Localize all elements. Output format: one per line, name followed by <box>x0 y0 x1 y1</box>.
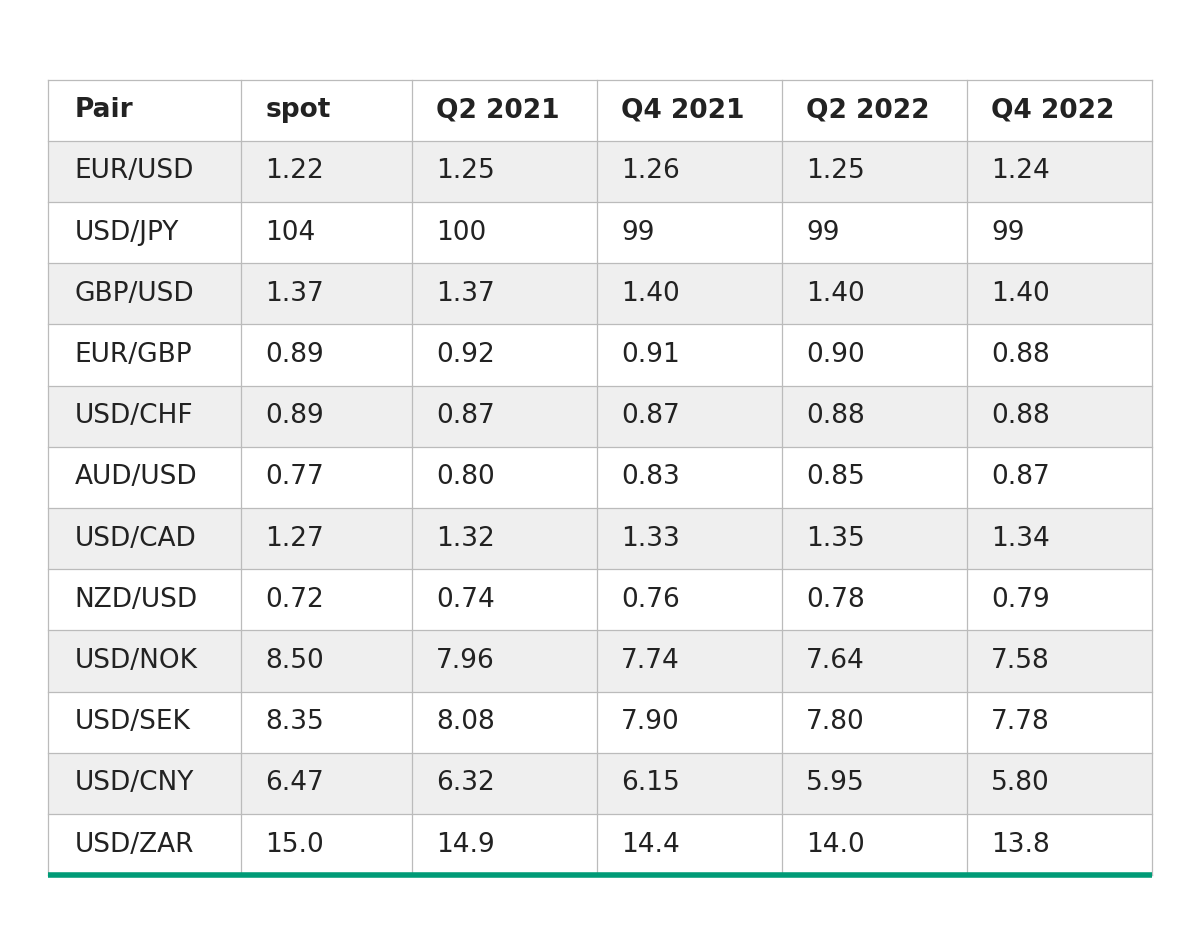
Text: USD/SEK: USD/SEK <box>74 709 191 735</box>
Text: 0.76: 0.76 <box>622 587 680 613</box>
Text: 0.72: 0.72 <box>265 587 324 613</box>
Text: 5.80: 5.80 <box>991 770 1050 797</box>
Text: 1.25: 1.25 <box>437 158 496 184</box>
Text: 99: 99 <box>991 220 1025 245</box>
Text: USD/CHF: USD/CHF <box>74 403 193 430</box>
Text: 15.0: 15.0 <box>265 831 324 857</box>
Text: 0.88: 0.88 <box>991 403 1050 430</box>
Text: 0.87: 0.87 <box>622 403 680 430</box>
Text: 6.15: 6.15 <box>622 770 680 797</box>
Text: 0.91: 0.91 <box>622 342 680 368</box>
Text: 0.89: 0.89 <box>265 403 324 430</box>
Text: 14.0: 14.0 <box>806 831 865 857</box>
Text: 1.25: 1.25 <box>806 158 865 184</box>
Text: USD/NOK: USD/NOK <box>74 648 197 674</box>
Text: spot: spot <box>265 97 330 124</box>
Text: 8.35: 8.35 <box>265 709 324 735</box>
Text: 0.92: 0.92 <box>437 342 496 368</box>
Text: GBP/USD: GBP/USD <box>74 281 194 307</box>
Text: 7.90: 7.90 <box>622 709 680 735</box>
Text: 7.74: 7.74 <box>622 648 680 674</box>
Text: 1.26: 1.26 <box>622 158 680 184</box>
Text: 0.88: 0.88 <box>991 342 1050 368</box>
Text: 0.77: 0.77 <box>265 464 324 490</box>
Text: 99: 99 <box>806 220 840 245</box>
Text: 99: 99 <box>622 220 655 245</box>
Text: 1.32: 1.32 <box>437 525 496 551</box>
Text: 13.8: 13.8 <box>991 831 1050 857</box>
Text: 1.37: 1.37 <box>265 281 324 307</box>
Text: 0.80: 0.80 <box>437 464 496 490</box>
Text: EUR/USD: EUR/USD <box>74 158 193 184</box>
Text: 0.74: 0.74 <box>437 587 496 613</box>
Text: 6.32: 6.32 <box>437 770 496 797</box>
Text: 0.78: 0.78 <box>806 587 865 613</box>
Text: Q2 2021: Q2 2021 <box>437 97 560 124</box>
Text: 1.35: 1.35 <box>806 525 865 551</box>
Text: 1.24: 1.24 <box>991 158 1050 184</box>
Text: 5.95: 5.95 <box>806 770 865 797</box>
Text: 0.88: 0.88 <box>806 403 865 430</box>
Text: 0.87: 0.87 <box>991 464 1050 490</box>
Text: Q2 2022: Q2 2022 <box>806 97 930 124</box>
Text: Pair: Pair <box>74 97 133 124</box>
Text: 1.33: 1.33 <box>622 525 680 551</box>
Text: 8.08: 8.08 <box>437 709 496 735</box>
Text: USD/JPY: USD/JPY <box>74 220 179 245</box>
Text: 1.22: 1.22 <box>265 158 324 184</box>
Text: 14.9: 14.9 <box>437 831 496 857</box>
Text: AUD/USD: AUD/USD <box>74 464 197 490</box>
Text: 7.80: 7.80 <box>806 709 865 735</box>
Text: 1.27: 1.27 <box>265 525 324 551</box>
Text: 104: 104 <box>265 220 316 245</box>
Text: 14.4: 14.4 <box>622 831 680 857</box>
Text: 1.37: 1.37 <box>437 281 496 307</box>
Text: 100: 100 <box>437 220 486 245</box>
Text: EUR/GBP: EUR/GBP <box>74 342 192 368</box>
Text: 8.50: 8.50 <box>265 648 324 674</box>
Text: NZD/USD: NZD/USD <box>74 587 198 613</box>
Text: Q4 2022: Q4 2022 <box>991 97 1115 124</box>
Text: 0.79: 0.79 <box>991 587 1050 613</box>
Text: 6.47: 6.47 <box>265 770 324 797</box>
Text: 0.83: 0.83 <box>622 464 680 490</box>
Text: 7.96: 7.96 <box>437 648 496 674</box>
Text: 1.34: 1.34 <box>991 525 1050 551</box>
Text: 7.78: 7.78 <box>991 709 1050 735</box>
Text: 0.85: 0.85 <box>806 464 865 490</box>
Text: 1.40: 1.40 <box>806 281 865 307</box>
Text: 1.40: 1.40 <box>991 281 1050 307</box>
Text: 0.87: 0.87 <box>437 403 496 430</box>
Text: USD/CAD: USD/CAD <box>74 525 196 551</box>
Text: 7.58: 7.58 <box>991 648 1050 674</box>
Text: USD/ZAR: USD/ZAR <box>74 831 194 857</box>
Text: 7.64: 7.64 <box>806 648 865 674</box>
Text: 0.89: 0.89 <box>265 342 324 368</box>
Text: 1.40: 1.40 <box>622 281 680 307</box>
Text: Q4 2021: Q4 2021 <box>622 97 745 124</box>
Text: USD/CNY: USD/CNY <box>74 770 193 797</box>
Text: 0.90: 0.90 <box>806 342 865 368</box>
